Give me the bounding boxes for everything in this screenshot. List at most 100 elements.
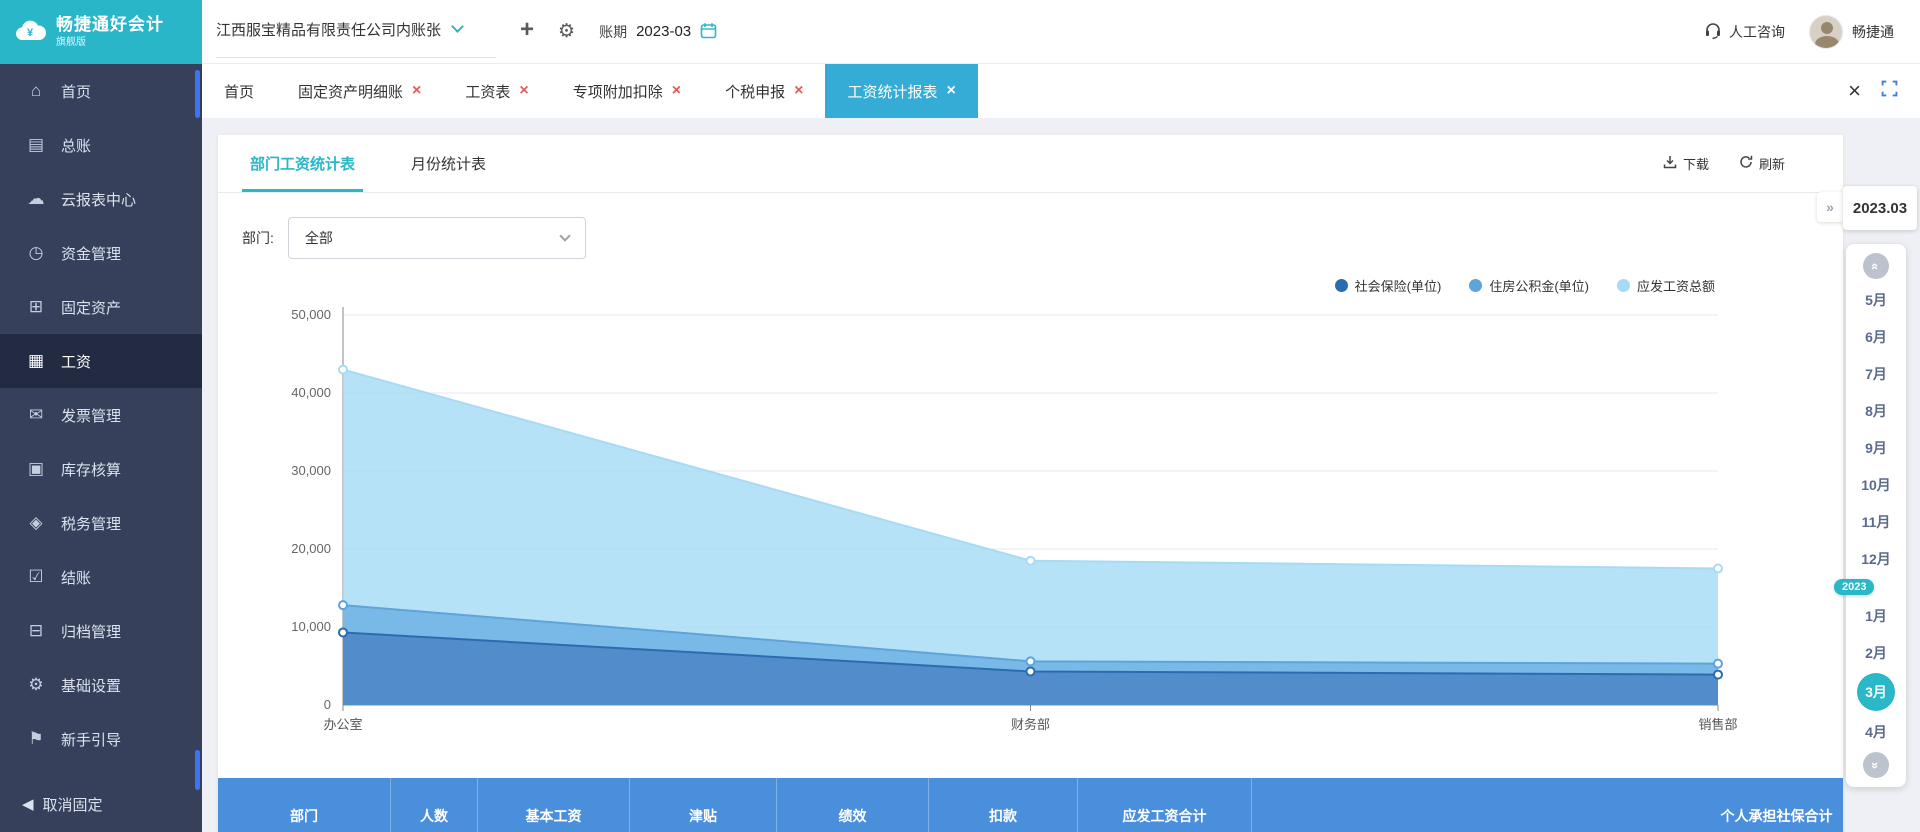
scroll-down-button[interactable]: »: [1863, 752, 1889, 778]
tab-label: 固定资产明细账: [298, 83, 404, 101]
svg-text:¥: ¥: [27, 27, 34, 39]
month-option-6月[interactable]: 6月: [1865, 328, 1887, 345]
chevron-down-icon: [559, 229, 571, 242]
tab-首页[interactable]: 首页: [202, 64, 276, 118]
open-tabs: 首页 固定资产明细账 × 工资表 × 专项附加扣除 × 个税申报 × 工资统计报表 ×: [202, 64, 978, 118]
sidebar-item-总账[interactable]: ▤ 总账: [0, 118, 202, 172]
scroll-up-button[interactable]: «: [1863, 253, 1889, 279]
collapse-panel-button[interactable]: »: [1817, 192, 1843, 222]
svg-text:30,000: 30,000: [291, 463, 331, 478]
month-option-10月[interactable]: 10月: [1861, 476, 1891, 493]
support-label: 人工咨询: [1729, 23, 1785, 40]
close-tab-icon[interactable]: ×: [671, 82, 682, 99]
month-option-9月[interactable]: 9月: [1865, 439, 1887, 456]
report-tab-月份统计表[interactable]: 月份统计表: [411, 156, 487, 173]
brand-logo: ¥ 畅捷通好会计 旗舰版: [0, 0, 202, 64]
sidebar-item-固定资产[interactable]: ⊞ 固定资产: [0, 280, 202, 334]
year-badge: 2023: [1834, 579, 1875, 595]
legend-item[interactable]: 住房公积金(单位): [1469, 276, 1589, 295]
sidebar-item-归档管理[interactable]: ⊟ 归档管理: [0, 604, 202, 658]
fullscreen-icon[interactable]: [1881, 80, 1898, 102]
legend-dot-icon: [1469, 278, 1483, 292]
salary-table-header: 部门 人数 基本工资 津贴 绩效 扣款 应发工资合计 个人承担社保合计: [218, 778, 1843, 832]
sidebar-item-label: 结账: [61, 569, 92, 587]
tab-label: 专项附加扣除: [572, 83, 663, 101]
closing-icon: ☑: [28, 567, 44, 586]
month-option-12月[interactable]: 12月: [1861, 550, 1891, 567]
refresh-button[interactable]: 刷新: [1739, 154, 1785, 173]
close-tab-icon[interactable]: ×: [946, 82, 956, 99]
sidebar-item-label: 总账: [61, 137, 92, 155]
tab-label: 个税申报: [725, 83, 786, 101]
month-picker-panel: « 5月 6月 7月 8月 9月 10月 11月 12月 2023 1月 2月 3月 4月 »: [1834, 244, 1906, 787]
report-tab-部门工资统计表[interactable]: 部门工资统计表: [222, 135, 383, 192]
month-option-1月[interactable]: 1月: [1865, 607, 1887, 624]
sidebar: ⌂ 首页 ▤ 总账 ☁ 云报表中心 ◷ 资金管理 ⊞ 固定资产 ▦ 工资 ✉ 发票管理 ▣ 库存核算 ◈ 税务管理…: [0, 64, 202, 832]
close-tab-icon[interactable]: ×: [519, 82, 529, 99]
download-icon: [1663, 155, 1677, 172]
support-link[interactable]: 人工咨询: [1704, 21, 1785, 42]
close-icon[interactable]: ×: [1848, 78, 1861, 103]
guide-icon: ⚑: [28, 729, 44, 748]
column-header-绩效: 绩效: [777, 778, 929, 832]
sidebar-item-税务管理[interactable]: ◈ 税务管理: [0, 496, 202, 550]
download-button[interactable]: 下载: [1663, 154, 1709, 173]
sidebar-scrollbar-thumb[interactable]: [195, 70, 200, 118]
cloud-report-icon: ☁: [27, 189, 45, 208]
chart-legend: 社会保险(单位) 住房公积金(单位) 应发工资总额: [218, 275, 1843, 295]
sidebar-item-发票管理[interactable]: ✉ 发票管理: [0, 388, 202, 442]
close-tab-icon[interactable]: ×: [794, 82, 804, 99]
period-selector[interactable]: 账期 2023-03: [599, 22, 717, 42]
unpin-label: 取消固定: [42, 796, 103, 814]
invoice-icon: ✉: [28, 405, 44, 424]
tab-label: 工资表: [465, 83, 511, 101]
month-option-8月[interactable]: 8月: [1865, 402, 1887, 419]
month-option-5月[interactable]: 5月: [1865, 291, 1887, 308]
user-menu[interactable]: 畅捷通: [1809, 14, 1894, 49]
chart-area: 社会保险(单位) 住房公积金(单位) 应发工资总额 0 10,000 20,000 30,…: [218, 275, 1843, 755]
tab-固定资产明细账[interactable]: 固定资产明细账 ×: [276, 64, 443, 118]
month-option-3月[interactable]: 3月: [1857, 673, 1895, 711]
department-select[interactable]: 全部: [287, 217, 586, 259]
sidebar-item-工资[interactable]: ▦ 工资: [0, 334, 202, 388]
department-select-value: 全部: [304, 230, 333, 246]
sidebar-item-资金管理[interactable]: ◷ 资金管理: [0, 226, 202, 280]
archive-icon: ⊟: [28, 621, 44, 640]
unpin-sidebar-button[interactable]: ◀ 取消固定: [0, 784, 202, 824]
sidebar-item-云报表中心[interactable]: ☁ 云报表中心: [0, 172, 202, 226]
tab-个税申报[interactable]: 个税申报 ×: [703, 64, 825, 118]
legend-dot-icon: [1334, 278, 1348, 292]
close-tab-icon[interactable]: ×: [412, 82, 422, 99]
sidebar-item-新手引导[interactable]: ⚑ 新手引导: [0, 712, 202, 766]
sidebar-item-结账[interactable]: ☑ 结账: [0, 550, 202, 604]
tab-工资统计报表[interactable]: 工资统计报表 ×: [825, 64, 978, 118]
arrow-left-pin-icon: ◀: [22, 796, 34, 813]
company-selector[interactable]: 江西服宝精品有限责任公司内账张: [216, 12, 497, 58]
month-option-7月[interactable]: 7月: [1865, 365, 1887, 382]
add-button[interactable]: +: [520, 16, 535, 43]
tab-工资表[interactable]: 工资表 ×: [443, 64, 550, 118]
legend-item[interactable]: 应发工资总额: [1616, 276, 1715, 295]
sidebar-item-库存核算[interactable]: ▣ 库存核算: [0, 442, 202, 496]
month-option-2月[interactable]: 2月: [1865, 644, 1887, 661]
salary-icon: ▦: [27, 351, 45, 370]
month-option-11月[interactable]: 11月: [1861, 513, 1891, 530]
refresh-label: 刷新: [1758, 157, 1785, 172]
svg-text:0: 0: [324, 697, 331, 712]
username: 畅捷通: [1852, 23, 1894, 40]
tab-专项附加扣除[interactable]: 专项附加扣除 ×: [551, 64, 703, 118]
fixed-assets-icon: ⊞: [28, 297, 44, 316]
headset-icon: [1704, 21, 1722, 42]
sidebar-item-label: 新手引导: [61, 731, 122, 749]
gear-icon[interactable]: ⚙: [558, 21, 576, 42]
month-list: 5月 6月 7月 8月 9月 10月 11月 12月 2023 1月 2月 3月 4月: [1834, 281, 1906, 750]
sidebar-item-基础设置[interactable]: ⚙ 基础设置: [0, 658, 202, 712]
sidebar-item-首页[interactable]: ⌂ 首页: [0, 64, 202, 118]
app-edition: 旗舰版: [56, 37, 86, 49]
sidebar-item-label: 发票管理: [61, 407, 122, 425]
month-option-4月[interactable]: 4月: [1865, 723, 1887, 740]
legend-item[interactable]: 社会保险(单位): [1334, 276, 1441, 295]
department-filter-label: 部门:: [242, 230, 274, 246]
sidebar-scrollbar-thumb[interactable]: [195, 750, 200, 790]
calendar-icon[interactable]: [700, 22, 717, 42]
